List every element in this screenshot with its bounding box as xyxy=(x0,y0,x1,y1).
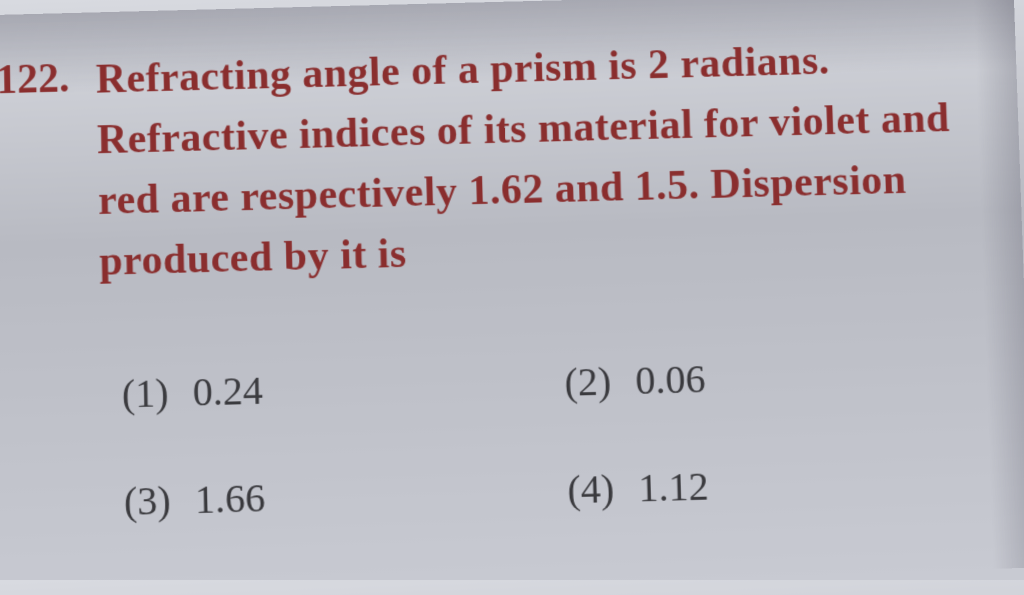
option-label: (4) xyxy=(567,466,615,512)
option-4: (4) 1.12 xyxy=(567,455,972,513)
options-grid: (1) 0.24 (2) 0.06 (3) 1.66 (4) 1.12 xyxy=(121,348,971,525)
option-2: (2) 0.06 xyxy=(564,348,968,406)
option-label: (3) xyxy=(124,477,172,524)
option-value: 0.24 xyxy=(192,368,263,415)
option-label: (1) xyxy=(121,370,169,416)
option-1: (1) 0.24 xyxy=(121,360,525,418)
question-page: 122. Refracting angle of a prism is 2 ra… xyxy=(0,0,1024,595)
option-value: 0.06 xyxy=(635,356,706,403)
option-value: 1.66 xyxy=(194,475,265,522)
option-3: (3) 1.66 xyxy=(123,467,527,525)
option-label: (2) xyxy=(564,358,612,404)
question-stem: Refracting angle of a prism is 2 radians… xyxy=(95,27,993,293)
option-value: 1.12 xyxy=(638,463,710,510)
question-number: 122. xyxy=(0,55,70,105)
